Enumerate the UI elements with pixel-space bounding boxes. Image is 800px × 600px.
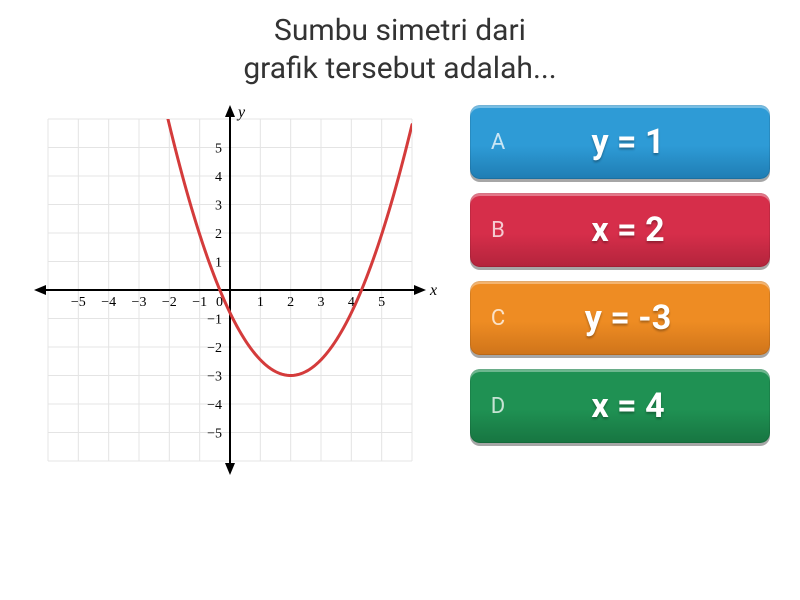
svg-text:−5: −5 — [207, 427, 222, 442]
svg-text:−4: −4 — [101, 295, 116, 310]
svg-text:2: 2 — [287, 295, 294, 310]
answer-text: x = 4 — [526, 386, 770, 426]
svg-text:−1: −1 — [192, 295, 207, 310]
answer-option-d[interactable]: D x = 4 — [470, 369, 770, 443]
question-text: Sumbu simetri dari grafik tersebut adala… — [243, 12, 556, 87]
answer-letter: B — [470, 218, 526, 243]
svg-text:5: 5 — [378, 295, 385, 310]
parabola-chart: −5−4−3−2−112345−5−4−3−2−1123450xy — [30, 105, 440, 475]
svg-text:−4: −4 — [207, 398, 222, 413]
svg-text:−3: −3 — [132, 295, 147, 310]
svg-text:1: 1 — [215, 256, 222, 271]
answer-option-a[interactable]: A y = 1 — [470, 105, 770, 179]
answer-text: x = 2 — [526, 210, 770, 250]
svg-text:3: 3 — [215, 199, 222, 214]
answer-option-b[interactable]: B x = 2 — [470, 193, 770, 267]
answer-letter: C — [470, 306, 526, 331]
svg-text:−1: −1 — [207, 313, 222, 328]
answer-text: y = -3 — [526, 298, 770, 338]
answer-list: A y = 1 B x = 2 C y = -3 D x = 4 — [470, 105, 770, 443]
answer-letter: D — [470, 394, 526, 419]
chart-svg: −5−4−3−2−112345−5−4−3−2−1123450xy — [30, 105, 440, 475]
svg-text:2: 2 — [215, 227, 222, 242]
answer-text: y = 1 — [526, 122, 770, 162]
svg-text:3: 3 — [318, 295, 325, 310]
question-line-2: grafik tersebut adalah... — [243, 51, 556, 86]
svg-text:x: x — [429, 282, 437, 299]
question-line-1: Sumbu simetri dari — [274, 13, 526, 48]
svg-text:−5: −5 — [71, 295, 86, 310]
content-row: −5−4−3−2−112345−5−4−3−2−1123450xy A y = … — [0, 105, 800, 475]
svg-text:−2: −2 — [162, 295, 177, 310]
svg-text:−3: −3 — [207, 370, 222, 385]
answer-option-c[interactable]: C y = -3 — [470, 281, 770, 355]
svg-text:y: y — [236, 105, 246, 121]
svg-text:4: 4 — [215, 170, 222, 185]
svg-text:−2: −2 — [207, 341, 222, 356]
svg-text:5: 5 — [215, 142, 222, 157]
svg-text:1: 1 — [257, 295, 264, 310]
answer-letter: A — [470, 130, 526, 155]
